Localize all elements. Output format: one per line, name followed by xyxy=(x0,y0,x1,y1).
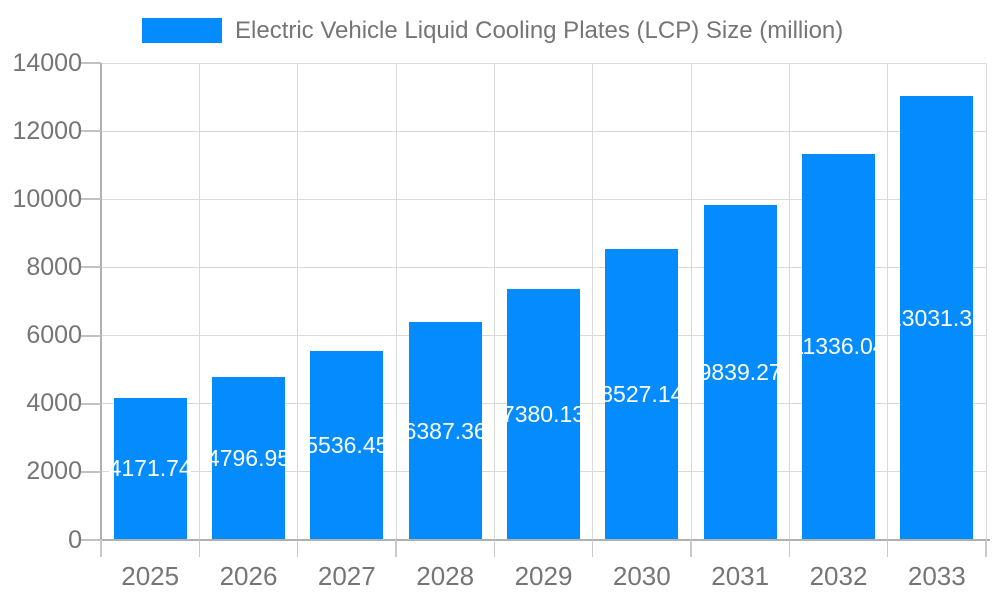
bar-value-label: 9839.27 xyxy=(698,358,782,385)
x-tick xyxy=(788,540,791,557)
h-gridline xyxy=(101,266,986,268)
bar-2025[interactable] xyxy=(113,397,187,540)
y-axis-label: 12000 xyxy=(12,116,82,145)
legend-swatch[interactable] xyxy=(142,18,222,43)
x-axis-line xyxy=(81,539,990,541)
x-axis-label-2033: 2033 xyxy=(907,561,966,591)
v-gridline xyxy=(887,63,889,540)
y-tick xyxy=(81,539,101,541)
legend: Electric Vehicle Liquid Cooling Plates (… xyxy=(0,0,1000,56)
bar-2028[interactable] xyxy=(408,322,482,540)
x-axis-label-2025: 2025 xyxy=(121,561,180,591)
y-axis-label: 6000 xyxy=(26,321,82,350)
y-tick xyxy=(81,402,101,405)
bar-value-label: 4796.95 xyxy=(206,444,291,471)
v-gridline xyxy=(493,63,495,540)
bar-value-label: 13031.36 xyxy=(888,304,985,331)
y-axis-label: 4000 xyxy=(26,389,82,418)
v-gridline xyxy=(788,63,790,540)
x-tick xyxy=(100,540,102,557)
y-tick xyxy=(81,266,101,269)
bar-2032[interactable] xyxy=(802,153,875,540)
bar-value-label: 8527.14 xyxy=(600,381,684,408)
v-gridline xyxy=(395,63,397,540)
x-axis-label-2032: 2032 xyxy=(809,561,868,591)
y-tick xyxy=(81,130,101,133)
x-tick xyxy=(690,540,692,557)
bar-value-label: 7380.13 xyxy=(501,400,586,427)
x-tick xyxy=(395,540,397,557)
x-tick xyxy=(296,540,299,557)
y-axis-label: 8000 xyxy=(26,252,82,281)
h-gridline xyxy=(101,130,986,132)
x-tick xyxy=(198,540,201,557)
y-tick xyxy=(81,334,101,337)
x-tick xyxy=(493,540,496,557)
bar-2030[interactable] xyxy=(605,249,679,540)
y-tick xyxy=(81,62,101,64)
x-tick xyxy=(886,540,889,557)
y-tick xyxy=(81,198,101,201)
y-axis-label: 0 xyxy=(68,525,82,554)
bar-2031[interactable] xyxy=(703,204,777,540)
v-gridline xyxy=(198,63,200,540)
x-axis-label-2028: 2028 xyxy=(416,561,475,591)
y-axis-line xyxy=(100,63,102,541)
x-tick xyxy=(985,540,987,557)
bar-2027[interactable] xyxy=(310,351,384,540)
bar-value-label: 5536.45 xyxy=(305,432,389,459)
v-gridline xyxy=(985,63,987,540)
bar-2033[interactable] xyxy=(900,96,974,540)
bar-value-label: 6387.36 xyxy=(403,417,487,444)
v-gridline xyxy=(297,63,299,540)
x-axis-label-2026: 2026 xyxy=(219,561,278,591)
x-axis-label-2027: 2027 xyxy=(317,561,376,591)
x-tick xyxy=(591,540,594,557)
y-tick xyxy=(81,470,101,473)
h-gridline xyxy=(101,198,986,200)
bar-value-label: 11336.04 xyxy=(791,333,886,360)
y-axis-label: 2000 xyxy=(26,457,82,486)
y-axis-label: 14000 xyxy=(12,48,82,77)
bar-2029[interactable] xyxy=(507,288,580,540)
v-gridline xyxy=(690,63,692,540)
bar-2026[interactable] xyxy=(212,376,285,540)
bar-value-label: 4171.74 xyxy=(108,455,192,482)
x-axis-label-2031: 2031 xyxy=(711,561,770,591)
x-axis-label-2030: 2030 xyxy=(612,561,671,591)
v-gridline xyxy=(592,63,594,540)
y-axis-label: 10000 xyxy=(12,184,82,213)
h-gridline xyxy=(101,62,986,64)
legend-label: Electric Vehicle Liquid Cooling Plates (… xyxy=(235,17,844,44)
x-axis-label-2029: 2029 xyxy=(514,561,573,591)
